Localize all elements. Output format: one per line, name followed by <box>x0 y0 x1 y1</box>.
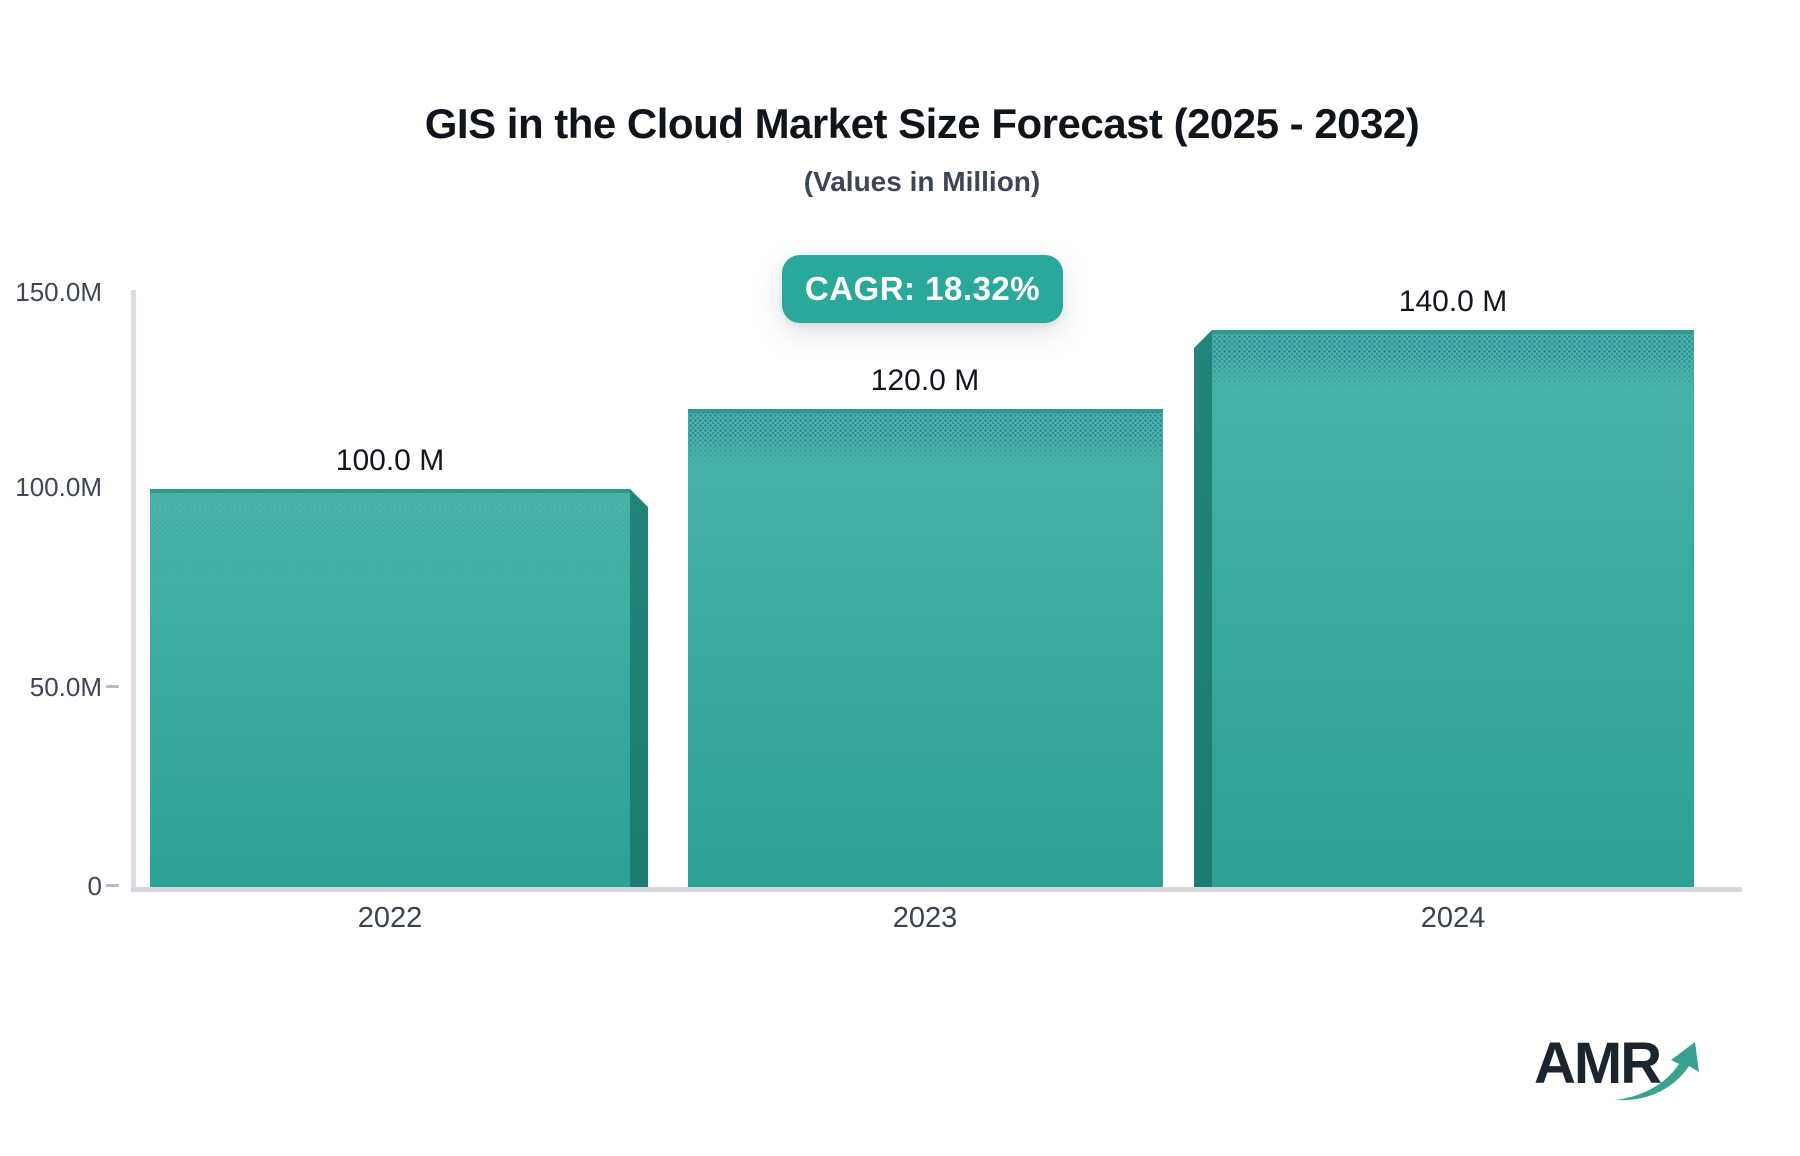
y-axis-tick-0 <box>106 884 119 887</box>
y-axis-label-0: 0 <box>87 871 102 901</box>
cagr-badge-label: CAGR: 18.32% <box>804 270 1041 307</box>
y-axis-label-50: 50.0M <box>29 672 102 702</box>
x-tick-label-2023: 2023 <box>892 902 958 934</box>
x-axis-line <box>131 887 1742 892</box>
chart-title: GIS in the Cloud Market Size Forecast (2… <box>424 100 1420 147</box>
amr-logo: AMR <box>1534 1030 1734 1120</box>
cagr-badge: CAGR: 18.32% <box>782 255 1063 323</box>
y-axis-label-150: 150.0M <box>15 277 102 307</box>
amr-logo-text: AMR <box>1534 1031 1662 1096</box>
x-tick-label-2024: 2024 <box>1420 902 1486 934</box>
bar-2022 <box>150 489 630 887</box>
halftone-dots-overlay <box>150 493 630 603</box>
y-axis-label-100: 100.0M <box>15 472 102 502</box>
bar-value-label-2022: 100.0 M <box>335 444 445 477</box>
x-tick-label-2022: 2022 <box>357 902 423 934</box>
growth-arrow-icon <box>1615 1042 1699 1101</box>
halftone-dots-overlay <box>688 413 1163 469</box>
bar-2023 <box>688 409 1163 887</box>
y-axis-tick-50 <box>106 685 119 688</box>
bar-2024 <box>1212 330 1694 887</box>
chart-subtitle: (Values in Million) <box>803 166 1041 197</box>
bar-value-label-2024: 140.0 M <box>1398 285 1508 318</box>
halftone-dots-overlay <box>1212 334 1694 390</box>
bar-2022-side-bevel <box>630 489 648 887</box>
y-axis-line <box>131 290 136 887</box>
bar-2024-side-bevel <box>1194 330 1212 887</box>
bar-value-label-2023: 120.0 M <box>870 364 980 397</box>
